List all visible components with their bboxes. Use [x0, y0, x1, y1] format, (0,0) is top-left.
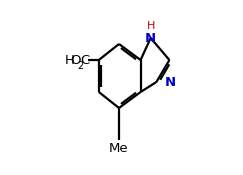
Text: H: H [147, 21, 155, 31]
Text: Me: Me [109, 142, 129, 155]
Text: N: N [145, 32, 156, 44]
Text: H: H [64, 54, 74, 66]
Text: O: O [70, 54, 81, 66]
Text: N: N [164, 75, 175, 89]
Text: 2: 2 [77, 61, 83, 71]
Text: C: C [80, 54, 90, 66]
